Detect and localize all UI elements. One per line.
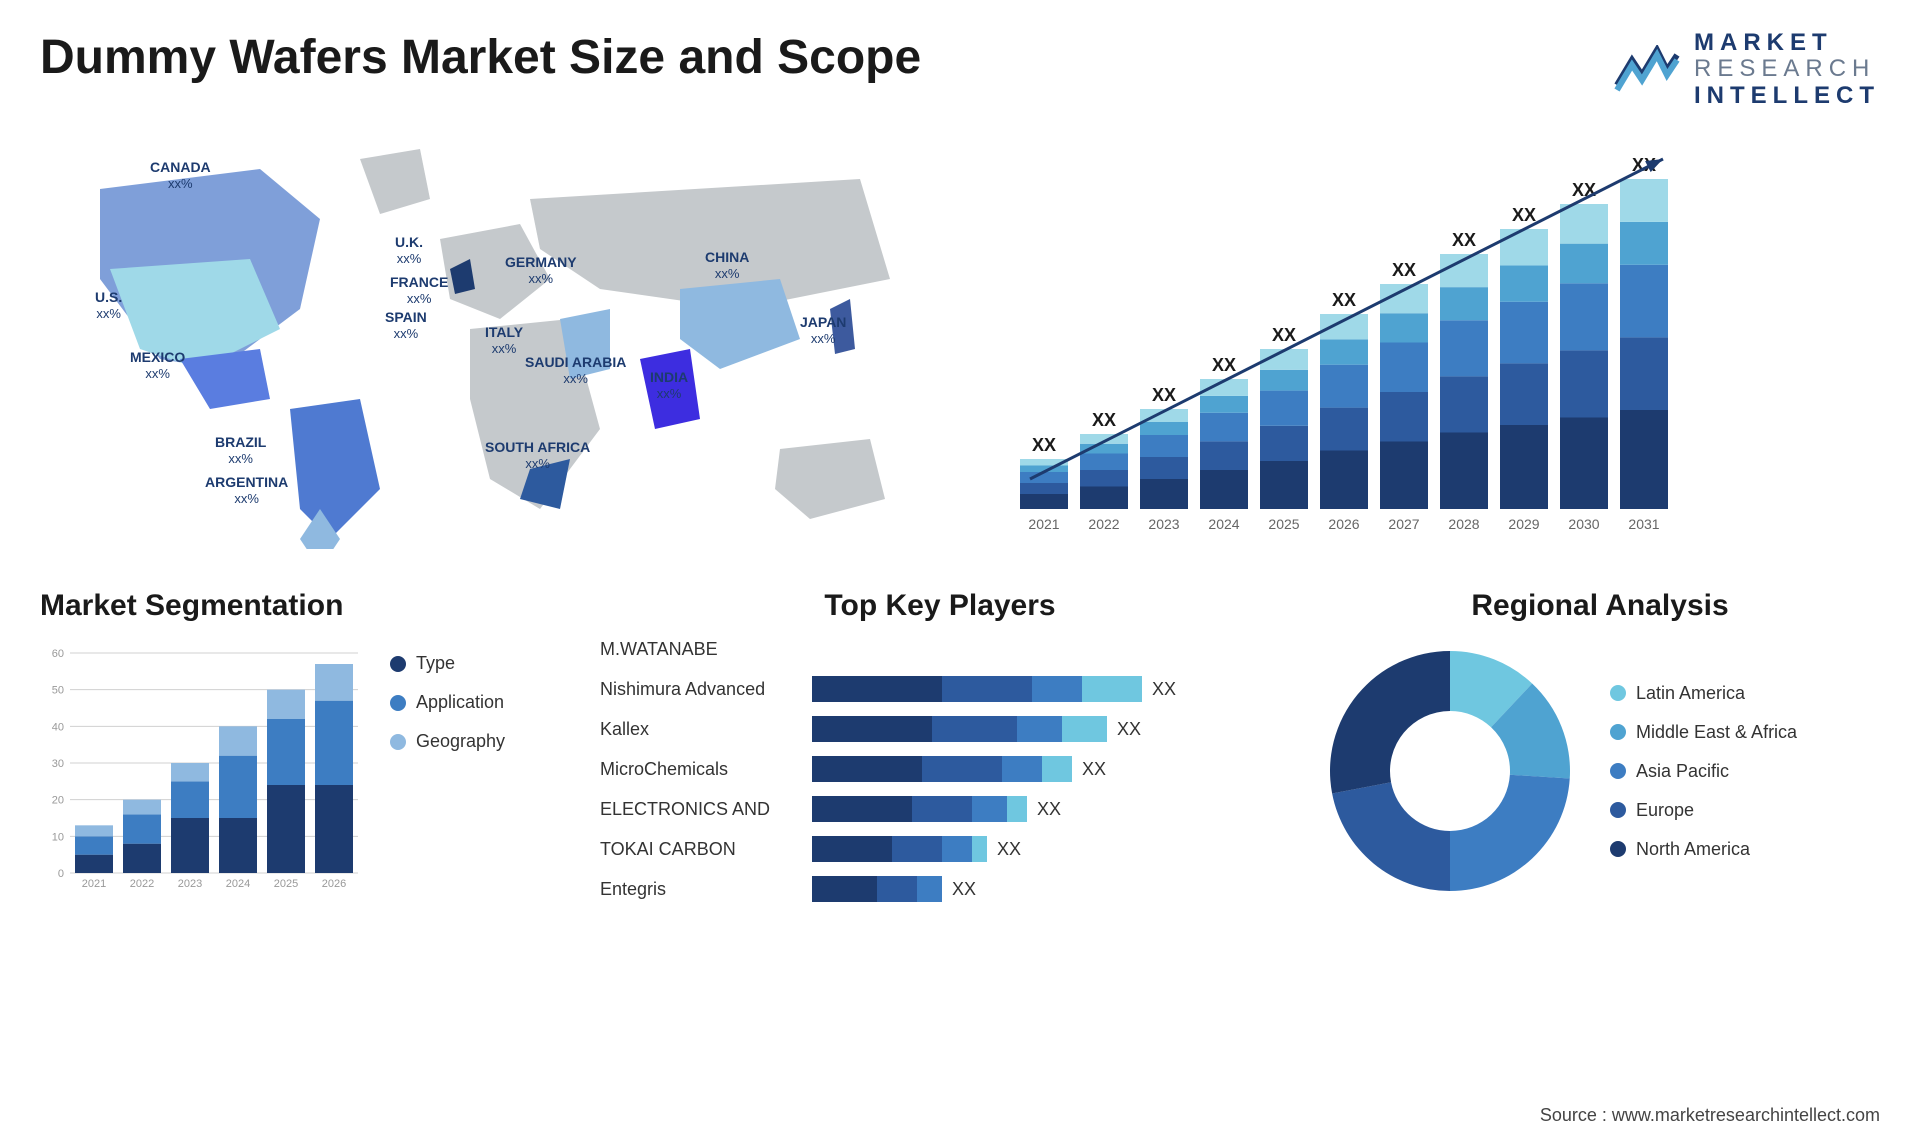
svg-text:2023: 2023 — [1148, 516, 1179, 532]
player-value: XX — [1152, 679, 1176, 700]
map-label: SOUTH AFRICAxx% — [485, 439, 590, 471]
svg-text:2021: 2021 — [82, 878, 106, 890]
svg-text:2023: 2023 — [178, 878, 202, 890]
svg-text:2024: 2024 — [226, 878, 250, 890]
regional-panel: Regional Analysis Latin America Middle Ea… — [1320, 589, 1880, 909]
svg-text:2030: 2030 — [1568, 516, 1599, 532]
map-label: MEXICOxx% — [130, 349, 185, 381]
legend-item: Geography — [390, 731, 560, 752]
svg-text:XX: XX — [1512, 205, 1536, 225]
svg-text:2031: 2031 — [1628, 516, 1659, 532]
map-label: U.K.xx% — [395, 234, 423, 266]
logo: MARKET RESEARCH INTELLECT — [1612, 30, 1880, 109]
logo-text-3: INTELLECT — [1694, 83, 1880, 109]
growth-bar-chart: 2021 XX 2022 XX 2023 XX 2024 XX 2025 XX 2026 XX 2027… — [980, 129, 1740, 549]
player-row: M.WATANABE — [600, 633, 1280, 665]
player-name: M.WATANABE — [600, 639, 800, 660]
map-label: GERMANYxx% — [505, 254, 577, 286]
svg-text:XX: XX — [1392, 260, 1416, 280]
legend-item: Europe — [1610, 800, 1880, 821]
segmentation-panel: Market Segmentation 0 10 20 30 40 50 60 2021 202… — [40, 589, 560, 909]
svg-text:2026: 2026 — [322, 878, 346, 890]
players-list: M.WATANABE Nishimura Advanced XXKallex X… — [600, 633, 1280, 909]
regional-title: Regional Analysis — [1320, 589, 1880, 623]
map-label: SAUDI ARABIAxx% — [525, 354, 626, 386]
svg-text:XX: XX — [1452, 230, 1476, 250]
segmentation-legend: Type Application Geography — [390, 633, 560, 909]
segmentation-title: Market Segmentation — [40, 589, 560, 623]
page-title: Dummy Wafers Market Size and Scope — [40, 30, 921, 85]
segmentation-chart: 0 10 20 30 40 50 60 2021 2022 2023 2024 2025 2026 — [40, 633, 370, 893]
svg-text:2022: 2022 — [130, 878, 154, 890]
logo-icon — [1612, 45, 1682, 95]
map-label: ITALYxx% — [485, 324, 523, 356]
player-name: MicroChemicals — [600, 759, 800, 780]
svg-text:60: 60 — [52, 648, 64, 660]
player-row: Entegris XX — [600, 873, 1280, 905]
player-row: MicroChemicals XX — [600, 753, 1280, 785]
player-row: Kallex XX — [600, 713, 1280, 745]
players-title: Top Key Players — [600, 589, 1280, 623]
map-label: CHINAxx% — [705, 249, 749, 281]
svg-text:2028: 2028 — [1448, 516, 1479, 532]
svg-text:10: 10 — [52, 832, 64, 844]
legend-item: Type — [390, 653, 560, 674]
player-value: XX — [1117, 719, 1141, 740]
svg-text:XX: XX — [1092, 410, 1116, 430]
map-label: BRAZILxx% — [215, 434, 266, 466]
legend-item: Latin America — [1610, 683, 1880, 704]
player-name: TOKAI CARBON — [600, 839, 800, 860]
player-value: XX — [997, 839, 1021, 860]
growth-bar-panel: 2021 XX 2022 XX 2023 XX 2024 XX 2025 XX 2026 XX 2027… — [980, 129, 1880, 549]
player-value: XX — [1082, 759, 1106, 780]
svg-text:2025: 2025 — [1268, 516, 1299, 532]
player-name: Kallex — [600, 719, 800, 740]
player-name: Nishimura Advanced — [600, 679, 800, 700]
regional-donut — [1320, 641, 1580, 901]
svg-text:XX: XX — [1212, 355, 1236, 375]
svg-text:50: 50 — [52, 685, 64, 697]
map-label: U.S.xx% — [95, 289, 122, 321]
svg-text:XX: XX — [1152, 385, 1176, 405]
player-row: ELECTRONICS AND XX — [600, 793, 1280, 825]
svg-text:XX: XX — [1272, 325, 1296, 345]
svg-text:2025: 2025 — [274, 878, 298, 890]
svg-text:2027: 2027 — [1388, 516, 1419, 532]
svg-text:2029: 2029 — [1508, 516, 1539, 532]
map-label: CANADAxx% — [150, 159, 211, 191]
svg-text:XX: XX — [1572, 180, 1596, 200]
map-label: SPAINxx% — [385, 309, 427, 341]
legend-item: Asia Pacific — [1610, 761, 1880, 782]
player-row: Nishimura Advanced XX — [600, 673, 1280, 705]
player-row: TOKAI CARBON XX — [600, 833, 1280, 865]
svg-text:30: 30 — [52, 758, 64, 770]
map-label: INDIAxx% — [650, 369, 688, 401]
world-map-panel: CANADAxx% U.S.xx% MEXICOxx% BRAZILxx% ARGENT… — [40, 129, 940, 549]
logo-text-2: RESEARCH — [1694, 56, 1880, 82]
legend-item: North America — [1610, 839, 1880, 860]
svg-text:20: 20 — [52, 795, 64, 807]
legend-item: Application — [390, 692, 560, 713]
svg-text:2026: 2026 — [1328, 516, 1359, 532]
regional-legend: Latin America Middle East & Africa Asia Pa… — [1610, 683, 1880, 860]
player-name: ELECTRONICS AND — [600, 799, 800, 820]
svg-text:2024: 2024 — [1208, 516, 1239, 532]
legend-item: Middle East & Africa — [1610, 722, 1880, 743]
svg-text:0: 0 — [58, 868, 64, 880]
svg-text:XX: XX — [1032, 435, 1056, 455]
svg-text:2022: 2022 — [1088, 516, 1119, 532]
map-label: FRANCExx% — [390, 274, 448, 306]
map-label: ARGENTINAxx% — [205, 474, 288, 506]
players-panel: Top Key Players M.WATANABE Nishimura Adv… — [600, 589, 1280, 909]
source-text: Source : www.marketresearchintellect.com — [1540, 1105, 1880, 1126]
player-value: XX — [952, 879, 976, 900]
player-value: XX — [1037, 799, 1061, 820]
player-name: Entegris — [600, 879, 800, 900]
map-label: JAPANxx% — [800, 314, 846, 346]
logo-text-1: MARKET — [1694, 30, 1880, 56]
svg-text:XX: XX — [1332, 290, 1356, 310]
svg-text:2021: 2021 — [1028, 516, 1059, 532]
svg-text:40: 40 — [52, 722, 64, 734]
